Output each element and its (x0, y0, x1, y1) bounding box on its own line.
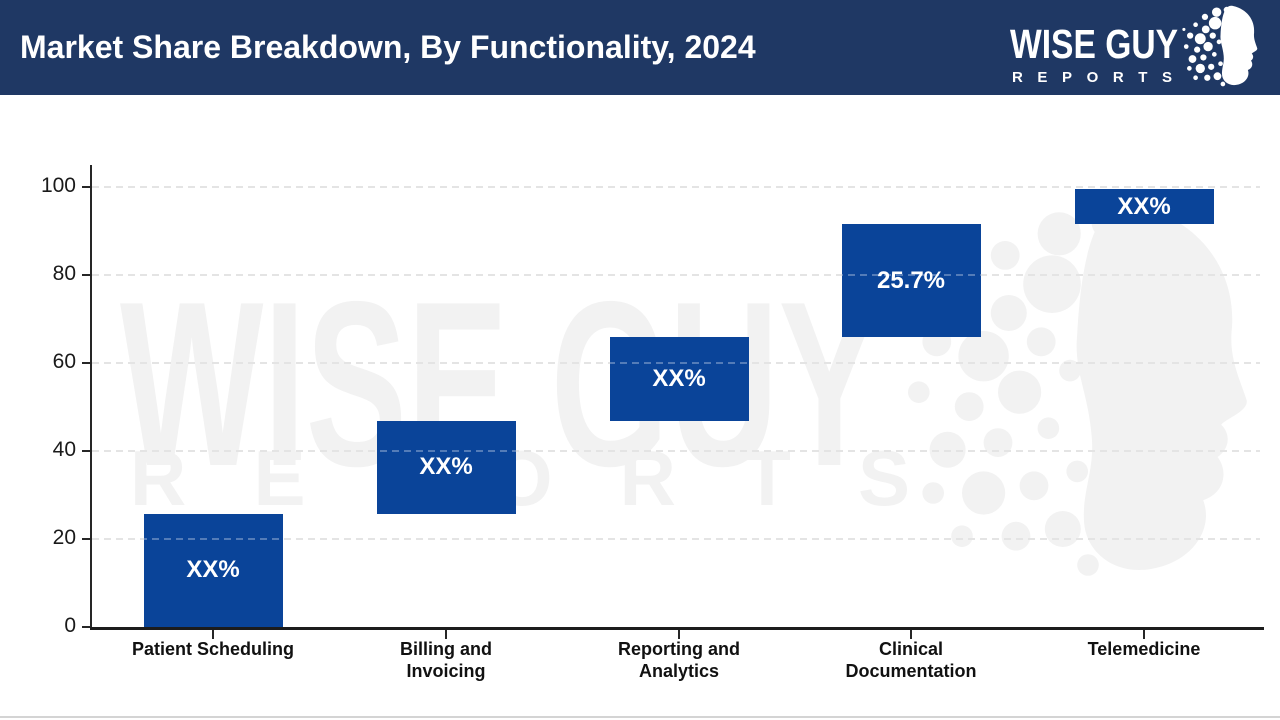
x-tick-4 (910, 630, 912, 639)
category-label-line: Reporting and (618, 639, 740, 659)
x-tick-2 (445, 630, 447, 639)
footer-divider (0, 716, 1280, 718)
y-tick-label-40: 40 (52, 438, 76, 461)
category-label-1: Patient Scheduling (132, 638, 294, 660)
category-label-2: Billing and Invoicing (400, 638, 492, 682)
gridline-overlay-80 (92, 274, 1260, 276)
y-tick-label-60: 60 (52, 350, 76, 373)
gridline-overlay-60 (92, 362, 1260, 364)
x-tick-3 (678, 630, 680, 639)
y-tick-label-0: 0 (64, 614, 76, 637)
bar-value-label: XX% (1117, 192, 1171, 220)
bar-reporting-and-analytics (609, 337, 749, 421)
gridline-overlay-100 (92, 186, 1260, 188)
category-label-line: Analytics (638, 661, 720, 681)
header-bar: Market Share Breakdown, By Functionality… (0, 0, 1280, 95)
wise-guy-reports-logo: WISE GUY REPORTS (1010, 5, 1258, 87)
y-tick-60 (82, 362, 90, 364)
y-tick-40 (82, 450, 90, 452)
page-title: Market Share Breakdown, By Functionality… (20, 29, 756, 65)
bar-patient-scheduling (143, 513, 283, 627)
category-label-line: Documentation (845, 661, 977, 681)
gridline-overlay-40 (92, 450, 1260, 452)
gridline-100 (92, 186, 1260, 188)
y-tick-label-80: 80 (52, 262, 76, 285)
category-label-5: Telemedicine (1088, 638, 1201, 660)
logo-head-icon (1182, 5, 1258, 87)
gridline-overlay-20 (92, 538, 1260, 540)
y-tick-label-100: 100 (40, 174, 76, 197)
category-label-line: Clinical (878, 639, 944, 659)
y-tick-100 (82, 186, 90, 188)
gridline-20 (92, 538, 1260, 540)
watermark-sub-wordmark: REPORTS (130, 434, 910, 522)
bar-value-label: 25.7% (876, 266, 946, 294)
y-tick-0 (82, 626, 90, 628)
bar-value-label: XX% (652, 365, 706, 393)
bar-billing-and-invoicing (376, 420, 516, 514)
logo-wordmark: WISE GUY (1010, 21, 1178, 67)
category-label-line: Billing and (400, 639, 492, 659)
y-axis-line (90, 165, 92, 628)
category-label-line: Invoicing (406, 661, 486, 681)
y-tick-20 (82, 538, 90, 540)
category-label-4: Clinical Documentation (845, 638, 976, 682)
logo-sub-wordmark: REPORTS (1012, 69, 1172, 86)
gridline-80 (92, 274, 1260, 276)
y-tick-label-20: 20 (52, 526, 76, 549)
category-label-line: Telemedicine (1087, 639, 1201, 659)
category-label-3: Reporting and Analytics (618, 638, 740, 682)
category-label-line: Patient Scheduling (131, 639, 295, 659)
bar-value-label: XX% (419, 453, 473, 481)
x-tick-5 (1143, 630, 1145, 639)
y-tick-80 (82, 274, 90, 276)
x-axis-line (90, 627, 1264, 630)
gridline-40 (92, 450, 1260, 452)
x-tick-1 (212, 630, 214, 639)
bar-value-label: XX% (186, 556, 240, 584)
